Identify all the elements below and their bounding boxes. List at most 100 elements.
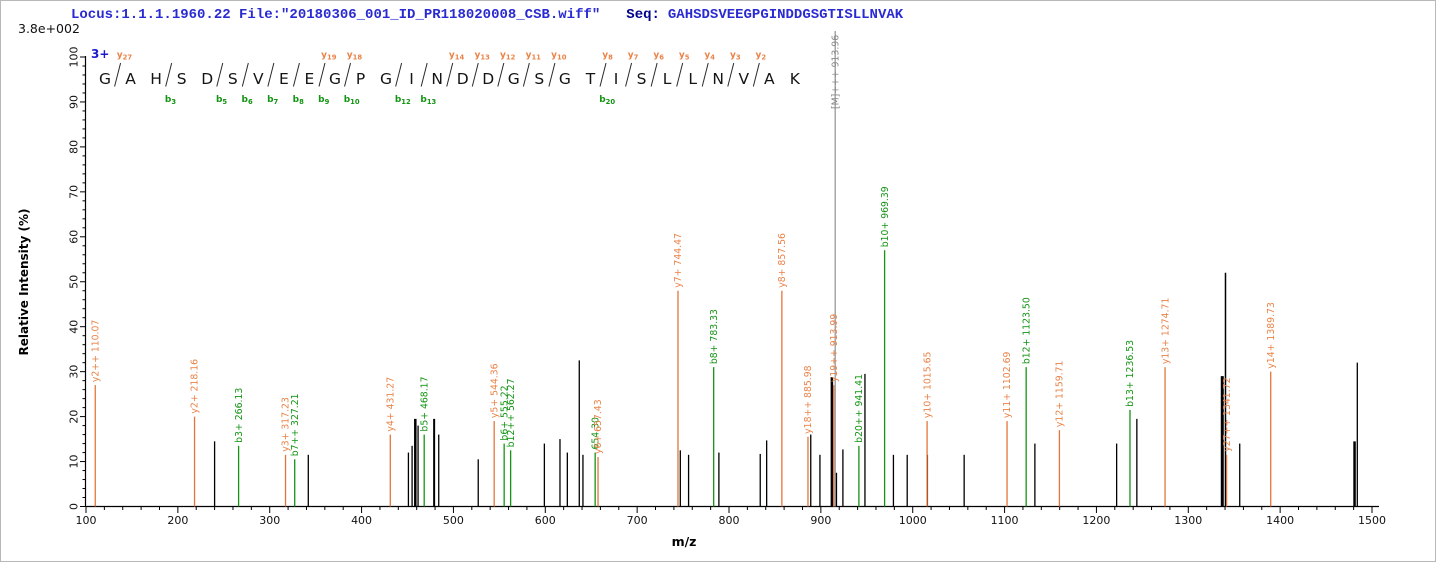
peak-label: b7++ 327.21 [290, 393, 301, 456]
y-axis: 0 10 20 30 40 50 60 70 80 90 100 Relative Intensity… [17, 47, 87, 510]
cleavage-slash [727, 62, 735, 87]
svg-text:200: 200 [167, 514, 188, 527]
b-ion-label: b7 [267, 95, 278, 106]
residue-letter: G [380, 70, 392, 88]
peak-label: y14+ 1389.73 [1266, 302, 1277, 369]
cleavage-slash [625, 62, 633, 87]
svg-text:b7++ 327.21: b7++ 327.21 [290, 393, 301, 456]
residue-letter: S [637, 70, 647, 88]
residue-letter: D [457, 70, 469, 88]
svg-text:y18++ 885.98: y18++ 885.98 [803, 365, 814, 433]
cleavage-slash [599, 62, 607, 87]
svg-text:Relative Intensity (%): Relative Intensity (%) [17, 209, 31, 356]
svg-text:y11+ 1102.69: y11+ 1102.69 [1002, 351, 1013, 418]
cleavage-slash [318, 62, 326, 87]
y-ion-label: y8 [602, 51, 613, 62]
peak-label: y10+ 1015.65 [922, 351, 933, 418]
residue-letter: V [738, 70, 749, 88]
svg-text:100: 100 [76, 514, 97, 527]
peak-label: y18++ 885.98 [803, 365, 814, 433]
svg-text:b3+ 266.13: b3+ 266.13 [234, 388, 245, 443]
peak-label: 654.30 [590, 417, 601, 450]
y-ion-label: y5 [679, 51, 690, 62]
svg-text:900: 900 [810, 514, 831, 527]
peak-label: b8+ 783.33 [709, 309, 720, 364]
cleavage-slash [267, 62, 275, 87]
peak-label: y19++ 913.99 [829, 314, 840, 382]
residue-letter: I [409, 70, 414, 88]
b-ion-label: b10 [344, 95, 360, 106]
svg-text:500: 500 [443, 514, 464, 527]
residue-letter: S [534, 70, 544, 88]
residue-letter: V [253, 70, 264, 88]
b-ion-label: b9 [318, 95, 329, 106]
precursor-label: [M]+++ 913.96 [830, 35, 841, 109]
y-ion-label: y10 [551, 51, 567, 62]
svg-text:y6+ 657.43: y6+ 657.43 [593, 399, 604, 454]
peak-label: b10+ 969.39 [880, 186, 891, 247]
peak-label: y7+ 744.47 [673, 233, 684, 288]
svg-text:80: 80 [68, 140, 81, 154]
svg-text:b6+ 555.22: b6+ 555.22 [499, 385, 510, 440]
peaks-y-ions [94, 290, 1272, 507]
svg-text:0: 0 [68, 503, 81, 510]
residue-letter: K [790, 70, 801, 88]
residue-letter: G [508, 70, 520, 88]
residue-letter: D [482, 70, 494, 88]
peak-label: y2++ 110.07 [90, 320, 101, 383]
cleavage-slash [216, 62, 224, 87]
svg-text:[M]+++ 913.96: [M]+++ 913.96 [830, 35, 841, 109]
svg-text:1100: 1100 [991, 514, 1019, 527]
svg-text:100: 100 [68, 47, 81, 68]
y-ion-label: y4 [704, 51, 715, 62]
svg-text:400: 400 [351, 514, 372, 527]
b-ion-label: b3 [165, 95, 176, 106]
sequence-header: Seq: GAHSDSVEEGPGINDDGSGTISLLNVAK [626, 7, 903, 23]
cleavage-slash [548, 62, 556, 87]
cleavage-slash [676, 62, 684, 87]
peak-label: b6+ 555.22 [499, 385, 510, 440]
peak-label: b13+ 1236.53 [1125, 340, 1136, 407]
residue-letter: D [201, 70, 213, 88]
svg-text:654.30: 654.30 [590, 417, 601, 450]
svg-text:y7+ 744.47: y7+ 744.47 [673, 233, 684, 288]
svg-text:y3+ 317.23: y3+ 317.23 [281, 397, 292, 452]
peaks-unassigned [213, 272, 1358, 507]
residue-letter: A [764, 70, 775, 88]
b-ion-label: b5 [216, 95, 227, 106]
svg-text:y12+ 1159.71: y12+ 1159.71 [1055, 360, 1066, 427]
residue-letter: N [431, 70, 443, 88]
svg-text:1300: 1300 [1174, 514, 1202, 527]
residue-letter: I [614, 70, 619, 88]
peak-label: y11+ 1102.69 [1002, 351, 1013, 418]
residue-letter: L [663, 70, 672, 88]
svg-text:30: 30 [68, 365, 81, 379]
residue-letter: S [177, 70, 187, 88]
y-ion-label: y6 [653, 51, 664, 62]
b-ion-label: b20 [599, 95, 615, 106]
peak-label: y2+ 218.16 [190, 359, 201, 414]
peak-label: y6+ 657.43 [593, 399, 604, 454]
peak-label: y4+ 431.27 [385, 377, 396, 432]
svg-text:600: 600 [535, 514, 556, 527]
x-axis: 100 200 300 400 500 600 700 800 900 1000 1100 1200 1… [76, 505, 1386, 549]
header-bar: Locus:1.1.1.1960.22 File:"20180306_001_I… [71, 7, 903, 23]
svg-text:b10+ 969.39: b10+ 969.39 [880, 186, 891, 247]
locus-file-label: Locus:1.1.1.1960.22 File:"20180306_001_I… [71, 7, 601, 23]
peak-label: y8+ 857.56 [777, 233, 788, 288]
svg-text:b8+ 783.33: b8+ 783.33 [709, 309, 720, 364]
peak-label: b12++ 562.27 [506, 378, 517, 447]
svg-text:1000: 1000 [899, 514, 927, 527]
cleavage-slash [165, 62, 173, 87]
residue-letter: G [559, 70, 571, 88]
cleavage-slash [292, 62, 300, 87]
y-ion-label: y3 [730, 51, 741, 62]
svg-text:300: 300 [259, 514, 280, 527]
svg-text:y8+ 857.56: y8+ 857.56 [777, 233, 788, 288]
cleavage-slash [522, 62, 530, 87]
residue-letter: A [125, 70, 136, 88]
svg-text:b5+ 468.17: b5+ 468.17 [419, 376, 430, 431]
